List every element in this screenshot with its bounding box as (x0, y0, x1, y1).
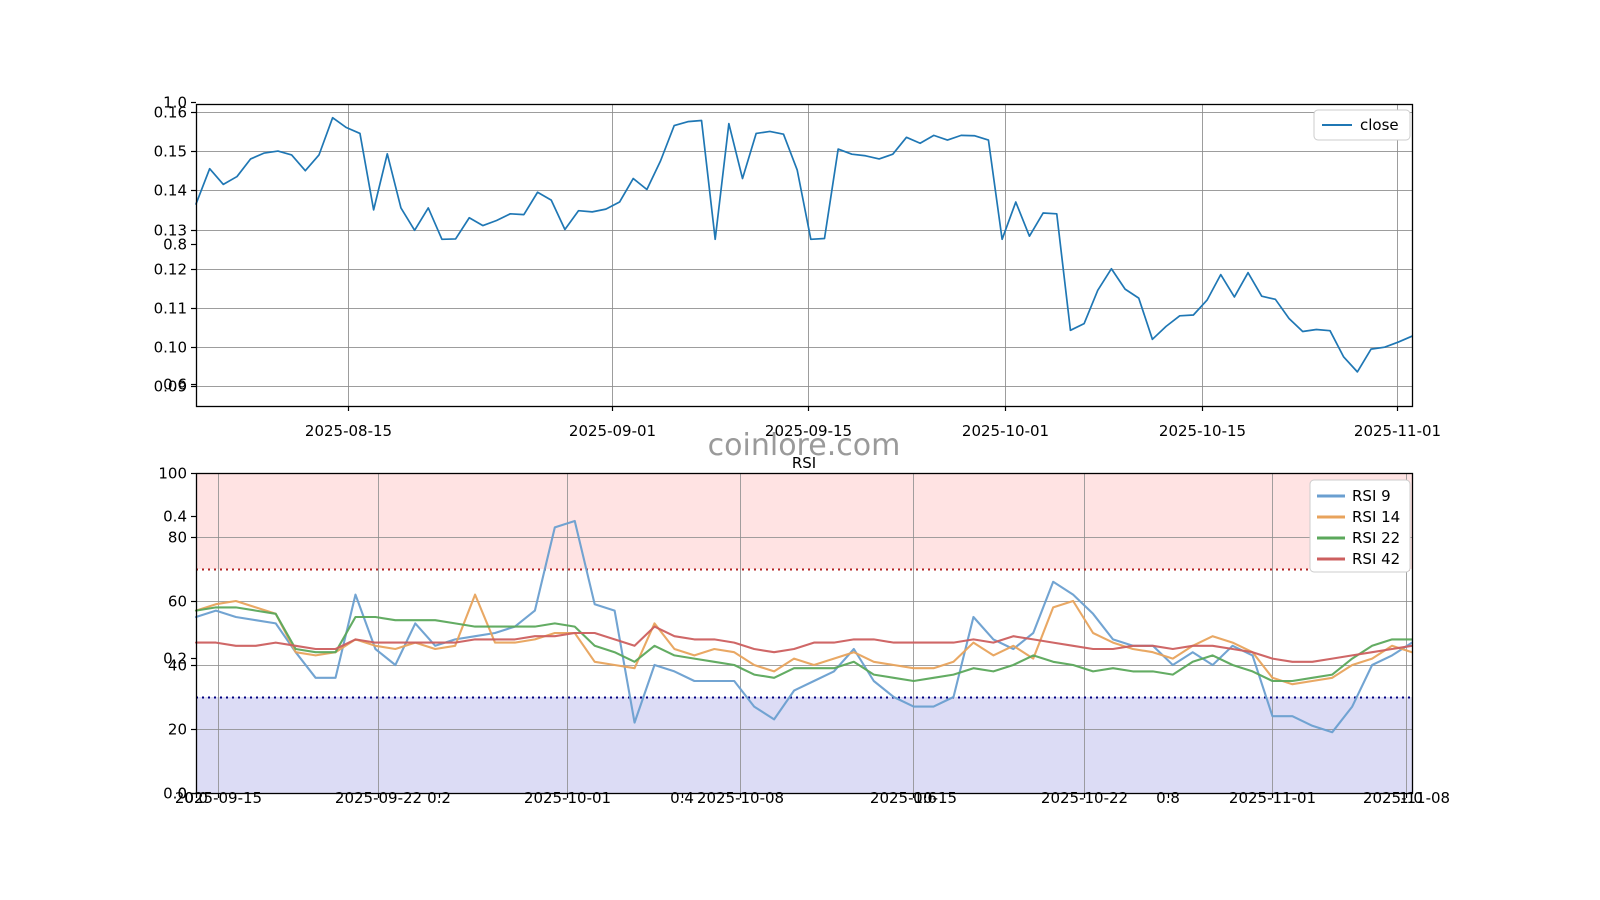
rsi-title: RSI (792, 454, 816, 472)
rsi-band-overbought-zone (196, 473, 1412, 569)
price-ytick-label: 0.15 (154, 143, 187, 161)
rsi-ghost-xtick-label: 0.4 (670, 789, 694, 807)
rsi-ghost-ytick-label: 0.2 (163, 650, 187, 668)
price-ytick-label: 0.13 (154, 222, 187, 240)
rsi-ghost-xtick-label: 0.8 (1156, 789, 1180, 807)
price-plot-background (196, 104, 1412, 406)
rsi-line-rsi-22 (194, 606, 1414, 683)
price-ytick-label: 0.14 (154, 182, 187, 200)
price-ytick-label: 0.16 (154, 104, 187, 122)
rsi-xtick-label: 2025-10-22 (1041, 789, 1128, 807)
price-axes-frame (195, 103, 1414, 408)
rsi-legend: RSI 9 RSI 14 RSI 22 RSI 42 (1309, 479, 1411, 573)
price-ytick-label: 0.11 (154, 300, 187, 318)
rsi-xtick-label: 2025-10-01 (524, 789, 611, 807)
price-line-close (195, 116, 1413, 373)
rsi-line-rsi-14 (194, 593, 1414, 686)
rsi-ytick-label: 0 (177, 785, 187, 803)
price-xtick-label: 2025-08-15 (305, 422, 392, 440)
rsi-xtick-label: 2025-11-01 (1229, 789, 1316, 807)
rsi-legend-label-rsi-9: RSI 9 (1352, 487, 1391, 505)
price-xtick-label: 2025-09-15 (765, 422, 852, 440)
rsi-ghost-xtick-label: 0.6 (913, 789, 937, 807)
rsi-legend-label-rsi-22: RSI 22 (1352, 529, 1400, 547)
price-ghost-ytick-label: 0.6 (163, 376, 187, 394)
rsi-ytick-label: 20 (168, 721, 187, 739)
rsi-legend-box (1309, 479, 1411, 573)
price-ghost-ytick-label: 1.0 (163, 94, 187, 112)
rsi-ghost-xtick-label: 0.2 (427, 789, 451, 807)
rsi-line-rsi-9 (194, 519, 1414, 734)
price-legend-label-close: close (1360, 116, 1399, 134)
rsi-legend-label-rsi-14: RSI 14 (1352, 508, 1400, 526)
rsi-ytick-label: 40 (168, 657, 187, 675)
rsi-band-oversold-zone (196, 697, 1412, 793)
price-ghost-ytick-label: 0.8 (163, 236, 187, 254)
price-xtick-label: 2025-10-01 (962, 422, 1049, 440)
rsi-line-rsi-42 (194, 625, 1414, 663)
price-xtick-label: 2025-11-01 (1354, 422, 1441, 440)
price-ytick-label: 0.09 (154, 378, 187, 396)
rsi-ytick-label: 60 (168, 593, 187, 611)
rsi-xtick-label: 2025-10-08 (697, 789, 784, 807)
rsi-ytick-label: 80 (168, 529, 187, 547)
rsi-xtick-label: 2025-09-22 (335, 789, 422, 807)
rsi-legend-label-rsi-42: RSI 42 (1352, 550, 1400, 568)
rsi-ghost-xtick-label: 1.0 (1399, 789, 1423, 807)
rsi-ghost-ytick-label: 0.0 (163, 785, 187, 803)
price-ytick-label: 0.12 (154, 261, 187, 279)
price-xtick-label: 2025-09-01 (569, 422, 656, 440)
rsi-axes-frame (195, 472, 1414, 795)
price-panel: 0.16 0.15 0.14 0.13 0.12 0.11 0.10 0.09 1.0 0.8 0.… (154, 94, 1442, 441)
rsi-ghost-ytick-label: 0.4 (163, 508, 187, 526)
rsi-ytick-label: 100 (158, 465, 187, 483)
price-xtick-label: 2025-10-15 (1159, 422, 1246, 440)
price-legend: close (1313, 109, 1411, 141)
watermark-text: coinlore.com (708, 428, 901, 463)
price-legend-box (1313, 109, 1411, 141)
price-ytick-label: 0.10 (154, 339, 187, 357)
